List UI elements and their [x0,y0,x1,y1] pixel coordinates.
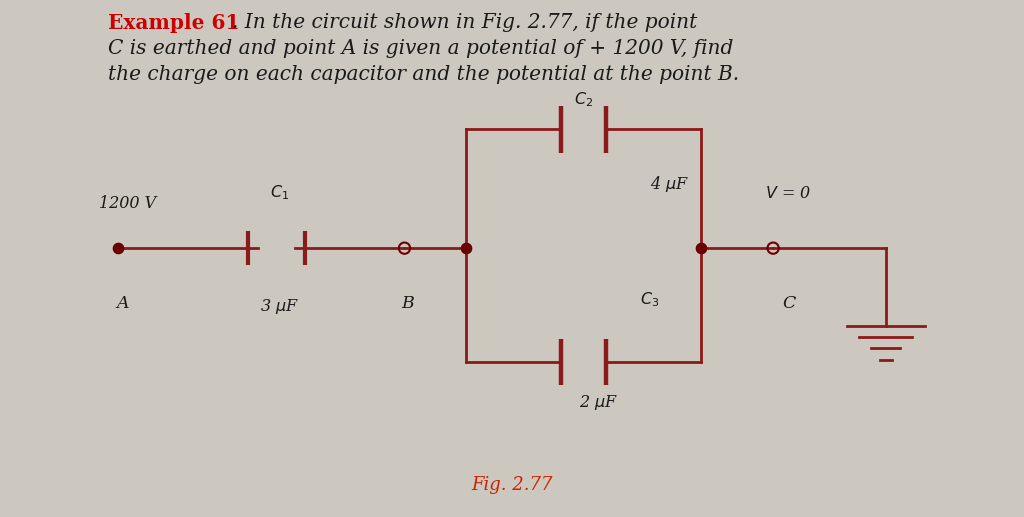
Point [110,244,126,252]
Text: B: B [401,295,414,312]
Text: 1200 V: 1200 V [99,195,157,212]
Text: . In the circuit shown in Fig. 2.77, if the point: . In the circuit shown in Fig. 2.77, if … [232,13,697,32]
Text: 4 $\mu$F: 4 $\mu$F [650,174,689,193]
Text: Example 61: Example 61 [108,13,239,33]
Point [458,244,474,252]
Point [693,244,710,252]
Text: C: C [782,295,795,312]
Text: $C_2$: $C_2$ [574,90,593,109]
Text: $C_3$: $C_3$ [640,291,659,309]
Text: C is earthed and point A is given a potential of + 1200 V, find: C is earthed and point A is given a pote… [108,39,733,58]
Text: A: A [117,295,129,312]
Point [396,244,413,252]
Text: 2 $\mu$F: 2 $\mu$F [580,393,618,412]
Text: $V$ = 0: $V$ = 0 [765,185,812,202]
Text: $C_1$: $C_1$ [270,183,289,202]
Text: the charge on each capacitor and the potential at the point B.: the charge on each capacitor and the pot… [108,65,738,84]
Point [765,244,781,252]
Text: 3 $\mu$F: 3 $\mu$F [260,297,299,316]
Text: Fig. 2.77: Fig. 2.77 [471,476,553,494]
